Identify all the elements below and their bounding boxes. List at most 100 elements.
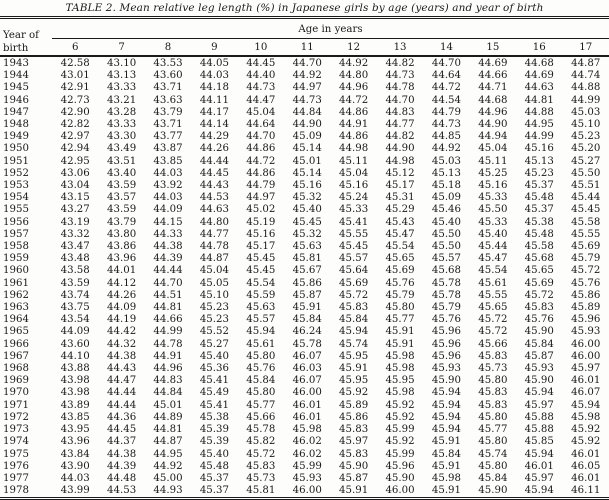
table-row: 1951 42.95 43.51 43.85 44.44 44.72 45.01 45.11 4… <box>0 156 609 168</box>
value-cell: 44.38 <box>153 241 183 253</box>
value-cell: 43.88 <box>60 363 90 375</box>
value-cell: 45.46 <box>431 204 462 216</box>
value-cell: 45.65 <box>524 265 554 277</box>
year-cell: 1967 <box>3 350 29 362</box>
value-cell: 46.02 <box>292 448 322 460</box>
value-cell: 43.86 <box>107 241 137 253</box>
value-cell: 45.86 <box>292 277 322 289</box>
value-cell: 44.14 <box>199 119 229 131</box>
row-header-line2: birth <box>3 43 29 54</box>
value-cell: 45.84 <box>524 338 554 350</box>
value-cell: 44.40 <box>246 70 276 82</box>
value-cell: 46.24 <box>292 326 322 338</box>
value-cell: 44.85 <box>431 131 462 143</box>
value-cell: 45.83 <box>478 350 508 362</box>
value-cell: 43.19 <box>60 216 90 228</box>
value-cell: 43.48 <box>60 253 90 265</box>
value-cell: 45.50 <box>478 204 508 216</box>
value-cell: 45.92 <box>385 411 415 423</box>
value-cell: 45.51 <box>571 180 601 192</box>
value-cell: 44.93 <box>153 485 183 497</box>
value-cell: 45.16 <box>478 180 508 192</box>
value-cell: 44.86 <box>339 131 369 143</box>
year-cell: 1951 <box>3 155 29 167</box>
value-cell: 45.83 <box>478 399 508 411</box>
value-cell: 45.40 <box>199 350 229 362</box>
value-cell: 45.78 <box>431 277 462 289</box>
value-cell: 44.91 <box>339 119 369 131</box>
value-cell: 45.76 <box>571 277 601 289</box>
table-row: 1949 42.97 43.30 43.77 44.29 44.70 45.09 44.86 4… <box>0 131 609 143</box>
year-cell: 1962 <box>3 289 29 301</box>
value-cell: 45.81 <box>246 485 276 497</box>
value-cell: 44.82 <box>385 131 415 143</box>
value-cell: 44.86 <box>246 167 276 179</box>
value-cell: 45.14 <box>292 143 322 155</box>
value-cell: 45.59 <box>246 289 276 301</box>
value-cell: 45.90 <box>431 375 462 387</box>
value-cell: 43.75 <box>60 302 90 314</box>
year-cell: 1948 <box>3 119 29 131</box>
value-cell: 43.21 <box>107 94 137 106</box>
value-cell: 45.19 <box>246 216 276 228</box>
value-cell: 45.93 <box>571 326 601 338</box>
value-cell: 44.98 <box>385 155 415 167</box>
value-cell: 45.01 <box>153 399 183 411</box>
value-cell: 45.92 <box>571 436 601 448</box>
value-cell: 45.87 <box>292 289 322 301</box>
value-cell: 44.44 <box>107 387 137 399</box>
value-cell: 46.01 <box>292 411 322 423</box>
value-cell: 45.94 <box>524 387 554 399</box>
value-cell: 45.96 <box>385 460 415 472</box>
value-cell: 44.97 <box>246 192 276 204</box>
value-cell: 44.73 <box>292 94 322 106</box>
value-cell: 45.43 <box>385 216 415 228</box>
value-cell: 45.91 <box>431 485 462 497</box>
value-cell: 45.16 <box>524 143 554 155</box>
value-cell: 45.04 <box>339 167 369 179</box>
value-cell: 45.40 <box>292 204 322 216</box>
value-cell: 45.44 <box>571 192 601 204</box>
column-header-age-14: 14 <box>423 38 470 57</box>
table-row: 1966 43.60 44.32 44.78 45.27 45.61 45.78 45.74 4… <box>0 339 609 351</box>
value-cell: 45.16 <box>246 228 276 240</box>
value-cell: 45.84 <box>431 448 462 460</box>
value-cell: 45.37 <box>199 485 229 497</box>
year-cell: 1965 <box>3 326 29 338</box>
year-cell: 1953 <box>3 180 29 192</box>
column-header-age-16: 16 <box>516 38 563 57</box>
value-cell: 45.45 <box>339 241 369 253</box>
value-cell: 45.83 <box>339 448 369 460</box>
value-cell: 45.50 <box>571 167 601 179</box>
table-row: 1960 43.58 44.01 44.44 45.04 45.45 45.67 45.64 4… <box>0 265 609 277</box>
value-cell: 45.91 <box>431 460 462 472</box>
value-cell: 44.91 <box>153 350 183 362</box>
value-cell: 45.27 <box>199 338 229 350</box>
value-cell: 45.13 <box>431 167 462 179</box>
value-cell: 42.95 <box>60 155 90 167</box>
value-cell: 45.33 <box>478 192 508 204</box>
value-cell: 45.65 <box>478 302 508 314</box>
table-row: 1961 43.59 44.12 44.70 45.05 45.54 45.86 45.69 4… <box>0 278 609 290</box>
value-cell: 44.78 <box>385 82 415 94</box>
value-cell: 44.47 <box>107 375 137 387</box>
column-header-age-6: 6 <box>52 38 99 57</box>
year-cell: 1957 <box>3 228 29 240</box>
value-cell: 45.49 <box>199 387 229 399</box>
value-cell: 44.69 <box>478 58 508 69</box>
column-header-age-9: 9 <box>191 38 238 57</box>
value-cell: 44.03 <box>153 192 183 204</box>
value-cell: 43.58 <box>60 265 90 277</box>
table-body: 1943 42.58 43.10 43.53 44.05 44.45 44.70 44.92 4… <box>0 56 609 497</box>
value-cell: 43.80 <box>107 228 137 240</box>
value-cell: 45.98 <box>385 350 415 362</box>
year-cell: 1960 <box>3 265 29 277</box>
value-cell: 45.84 <box>246 375 276 387</box>
value-cell: 44.70 <box>385 94 415 106</box>
column-header-age-11: 11 <box>284 38 331 57</box>
value-cell: 44.90 <box>292 119 322 131</box>
value-cell: 43.85 <box>153 155 183 167</box>
table-row: 1944 43.01 43.13 43.60 44.03 44.40 44.92 44.80 4… <box>0 70 609 82</box>
value-cell: 46.01 <box>571 472 601 484</box>
value-cell: 45.89 <box>571 302 601 314</box>
